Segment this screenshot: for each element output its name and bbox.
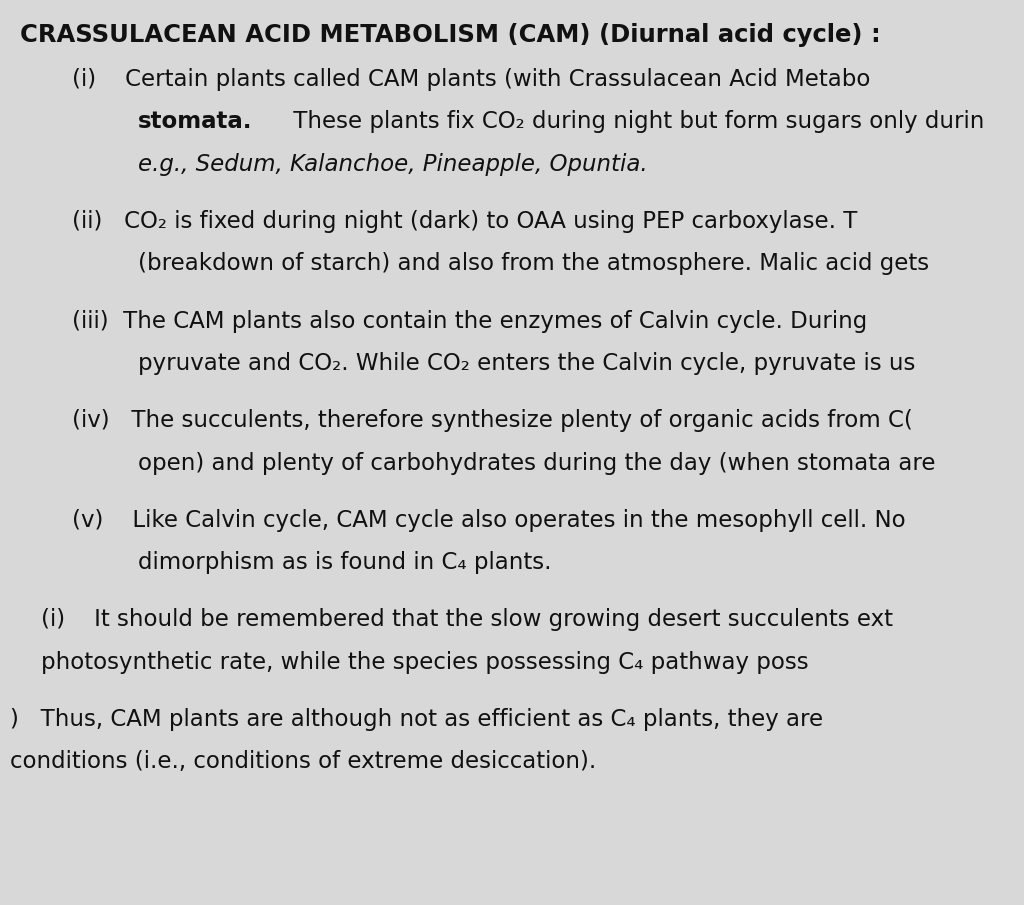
Text: stomata.: stomata. [138, 110, 253, 133]
Text: conditions (i.e., conditions of extreme desiccation).: conditions (i.e., conditions of extreme … [10, 750, 597, 773]
Text: (ii)   CO₂ is fixed during night (dark) to OAA using PEP carboxylase. T: (ii) CO₂ is fixed during night (dark) to… [72, 210, 857, 233]
Text: (iv)   The succulents, therefore synthesize plenty of organic acids from C(: (iv) The succulents, therefore synthesiz… [72, 409, 912, 432]
Text: (breakdown of starch) and also from the atmosphere. Malic acid gets: (breakdown of starch) and also from the … [138, 252, 930, 275]
Text: e.g., Sedum, Kalanchoe, Pineapple, Opuntia.: e.g., Sedum, Kalanchoe, Pineapple, Opunt… [138, 153, 648, 176]
Text: (v)    Like Calvin cycle, CAM cycle also operates in the mesophyll cell. No: (v) Like Calvin cycle, CAM cycle also op… [72, 509, 905, 531]
Text: These plants fix CO₂ during night but form sugars only durin: These plants fix CO₂ during night but fo… [286, 110, 984, 133]
Text: pyruvate and CO₂. While CO₂ enters the Calvin cycle, pyruvate is us: pyruvate and CO₂. While CO₂ enters the C… [138, 352, 915, 375]
Text: dimorphism as is found in C₄ plants.: dimorphism as is found in C₄ plants. [138, 551, 552, 574]
Text: CRASSULACEAN ACID METABOLISM (CAM) (Diurnal acid cycle) :: CRASSULACEAN ACID METABOLISM (CAM) (Diur… [20, 23, 882, 47]
Text: (i)    It should be remembered that the slow growing desert succulents ext: (i) It should be remembered that the slo… [41, 608, 893, 631]
Text: )   Thus, CAM plants are although not as efficient as C₄ plants, they are: ) Thus, CAM plants are although not as e… [10, 708, 823, 730]
Text: photosynthetic rate, while the species possessing C₄ pathway poss: photosynthetic rate, while the species p… [41, 651, 809, 673]
Text: (i)    Certain plants called CAM plants (with Crassulacean Acid Metabo: (i) Certain plants called CAM plants (wi… [72, 68, 870, 90]
Text: (iii)  The CAM plants also contain the enzymes of Calvin cycle. During: (iii) The CAM plants also contain the en… [72, 310, 867, 332]
Text: open) and plenty of carbohydrates during the day (when stomata are: open) and plenty of carbohydrates during… [138, 452, 936, 474]
